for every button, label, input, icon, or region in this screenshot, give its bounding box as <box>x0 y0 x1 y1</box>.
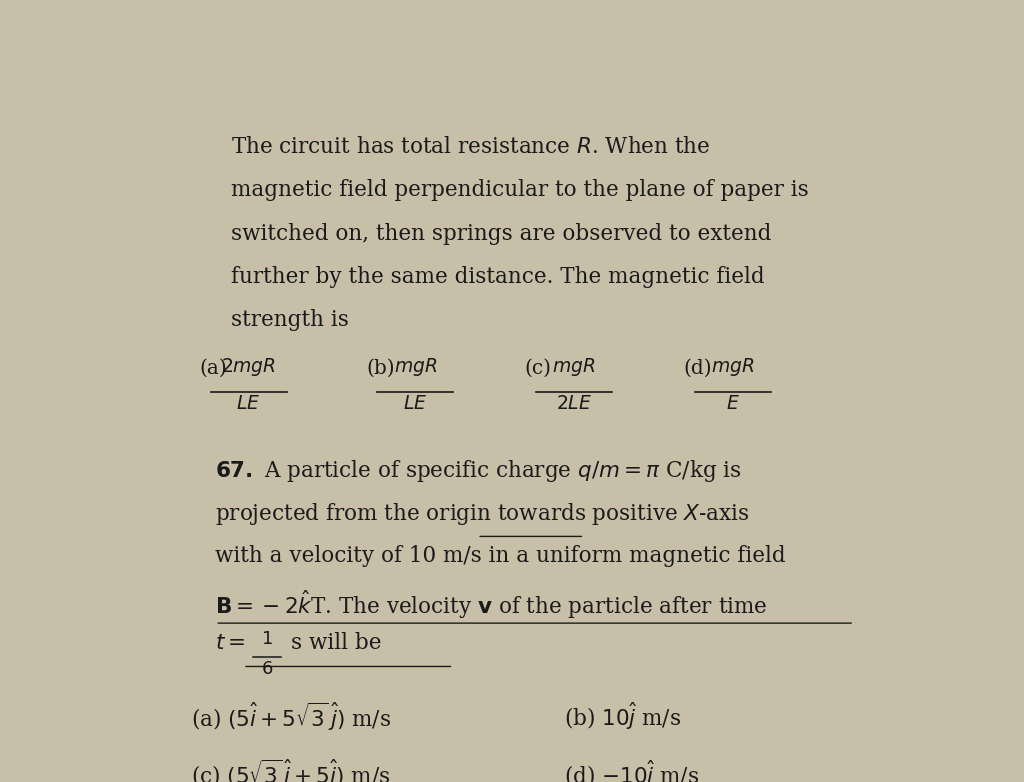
Text: $\mathbf{B} = -2\hat{k}$T. The velocity $\mathbf{v}$ of the particle after time: $\mathbf{B} = -2\hat{k}$T. The velocity … <box>215 588 768 621</box>
Text: (a) $(5\hat{i} + 5\sqrt{3}\,\hat{j})$ m/s: (a) $(5\hat{i} + 5\sqrt{3}\,\hat{j})$ m/… <box>191 701 392 733</box>
Text: projected from the origin towards positive $X$-axis: projected from the origin towards positi… <box>215 501 750 528</box>
Text: (b): (b) <box>367 359 394 378</box>
Text: $\mathit{E}$: $\mathit{E}$ <box>726 395 739 413</box>
Text: (d) $-10\hat{j}$ m/s: (d) $-10\hat{j}$ m/s <box>564 758 699 782</box>
Text: The circuit has total resistance $R$. When the: The circuit has total resistance $R$. Wh… <box>231 136 711 158</box>
Text: $\mathit{2LE}$: $\mathit{2LE}$ <box>556 395 592 413</box>
Text: with a velocity of 10 m/s in a uniform magnetic field: with a velocity of 10 m/s in a uniform m… <box>215 545 786 567</box>
Text: $\mathit{LE}$: $\mathit{LE}$ <box>403 395 427 413</box>
Text: $\mathit{LE}$: $\mathit{LE}$ <box>237 395 261 413</box>
Text: $\mathbf{67.}$ A particle of specific charge $q/m = \pi$ C/kg is: $\mathbf{67.}$ A particle of specific ch… <box>215 458 742 484</box>
Text: $\mathit{mgR}$: $\mathit{mgR}$ <box>552 356 596 378</box>
Text: $\mathit{2mgR}$: $\mathit{2mgR}$ <box>221 356 276 378</box>
Text: (c) $(5\sqrt{3}\,\hat{i} + 5\hat{j})$ m/s: (c) $(5\sqrt{3}\,\hat{i} + 5\hat{j})$ m/… <box>191 758 391 782</box>
Text: (b) $10\hat{j}$ m/s: (b) $10\hat{j}$ m/s <box>564 701 682 733</box>
Text: strength is: strength is <box>231 310 349 332</box>
Text: s will be: s will be <box>291 632 381 654</box>
Text: $1$: $1$ <box>261 630 272 647</box>
Text: further by the same distance. The magnetic field: further by the same distance. The magnet… <box>231 266 765 288</box>
Text: $6$: $6$ <box>261 660 273 678</box>
Text: $\mathit{mgR}$: $\mathit{mgR}$ <box>393 356 437 378</box>
Text: switched on, then springs are observed to extend: switched on, then springs are observed t… <box>231 223 771 245</box>
Text: (a): (a) <box>200 359 227 378</box>
Text: (d): (d) <box>684 359 712 378</box>
Text: (c): (c) <box>524 359 552 378</box>
Text: $\mathit{mgR}$: $\mathit{mgR}$ <box>711 356 755 378</box>
Text: magnetic field perpendicular to the plane of paper is: magnetic field perpendicular to the plan… <box>231 179 809 201</box>
Text: $t =$: $t =$ <box>215 632 246 654</box>
